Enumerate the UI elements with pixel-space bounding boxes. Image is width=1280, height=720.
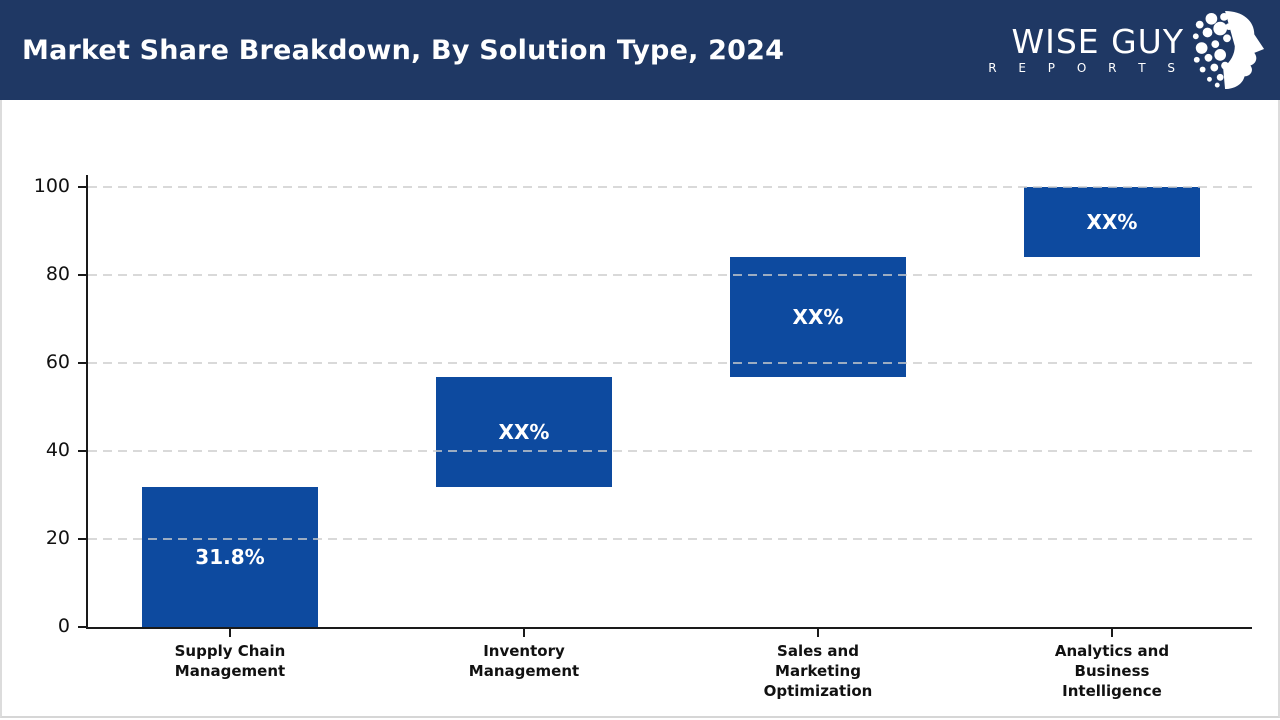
y-tick-label: 80 — [45, 263, 70, 285]
category-label-line: Supply Chain — [174, 642, 286, 660]
category-label-line: Management — [174, 662, 286, 680]
bar-value-label: XX% — [498, 420, 550, 445]
brand-logo-text: WISE GUY R E P O R T S — [988, 22, 1184, 76]
brand-subname: R E P O R T S — [988, 61, 1184, 75]
y-tick-label: 20 — [45, 527, 70, 549]
y-tick-mark — [78, 626, 86, 628]
category-label-line: Sales and — [777, 642, 859, 660]
y-tick-mark — [78, 450, 86, 452]
category-label: Supply Chain Management — [115, 641, 345, 681]
y-tick-label: 60 — [45, 351, 70, 373]
category-label: Analytics and Business Intelligence — [997, 641, 1227, 701]
y-tick-label: 100 — [33, 175, 70, 197]
category-label-line: Inventory — [483, 642, 565, 660]
brand-head-icon — [1192, 11, 1265, 89]
category-label-line: Management — [468, 662, 580, 680]
bar: XX% — [436, 377, 612, 488]
bar: 31.8% — [142, 487, 318, 627]
header-bar: Market Share Breakdown, By Solution Type… — [0, 0, 1280, 100]
x-axis-spine — [86, 627, 1252, 629]
y-tick-mark — [78, 362, 86, 364]
bar-value-label: XX% — [1086, 210, 1138, 235]
category-label: Sales and Marketing Optimization — [703, 641, 933, 701]
y-axis-spine — [86, 175, 88, 629]
y-gridline — [88, 362, 1252, 364]
bar-value-label: XX% — [792, 305, 844, 330]
category-label-line: Analytics and — [1054, 642, 1170, 660]
y-gridline — [88, 186, 1252, 188]
category-label-line: Intelligence — [1062, 682, 1162, 700]
category-label: Inventory Management — [409, 641, 639, 681]
brand-logo: WISE GUY R E P O R T S — [988, 8, 1280, 92]
bar: XX% — [730, 257, 906, 378]
y-tick-mark — [78, 274, 86, 276]
brand-name: WISE GUY — [1011, 22, 1184, 61]
y-tick-mark — [78, 186, 86, 188]
category-label-line: Business — [1074, 662, 1150, 680]
y-tick-mark — [78, 538, 86, 540]
x-tick-mark — [817, 629, 819, 637]
page-title: Market Share Breakdown, By Solution Type… — [22, 34, 785, 66]
x-tick-mark — [523, 629, 525, 637]
category-label-line: Marketing — [775, 662, 861, 680]
category-label-line: Optimization — [763, 682, 873, 700]
x-tick-mark — [1111, 629, 1113, 637]
y-tick-label: 40 — [45, 439, 70, 461]
x-tick-mark — [229, 629, 231, 637]
y-tick-label: 0 — [57, 615, 70, 637]
bar-value-label: 31.8% — [195, 545, 265, 570]
y-gridline — [88, 450, 1252, 452]
bar: XX% — [1024, 187, 1200, 258]
y-gridline — [88, 274, 1252, 276]
y-gridline — [88, 538, 1252, 540]
